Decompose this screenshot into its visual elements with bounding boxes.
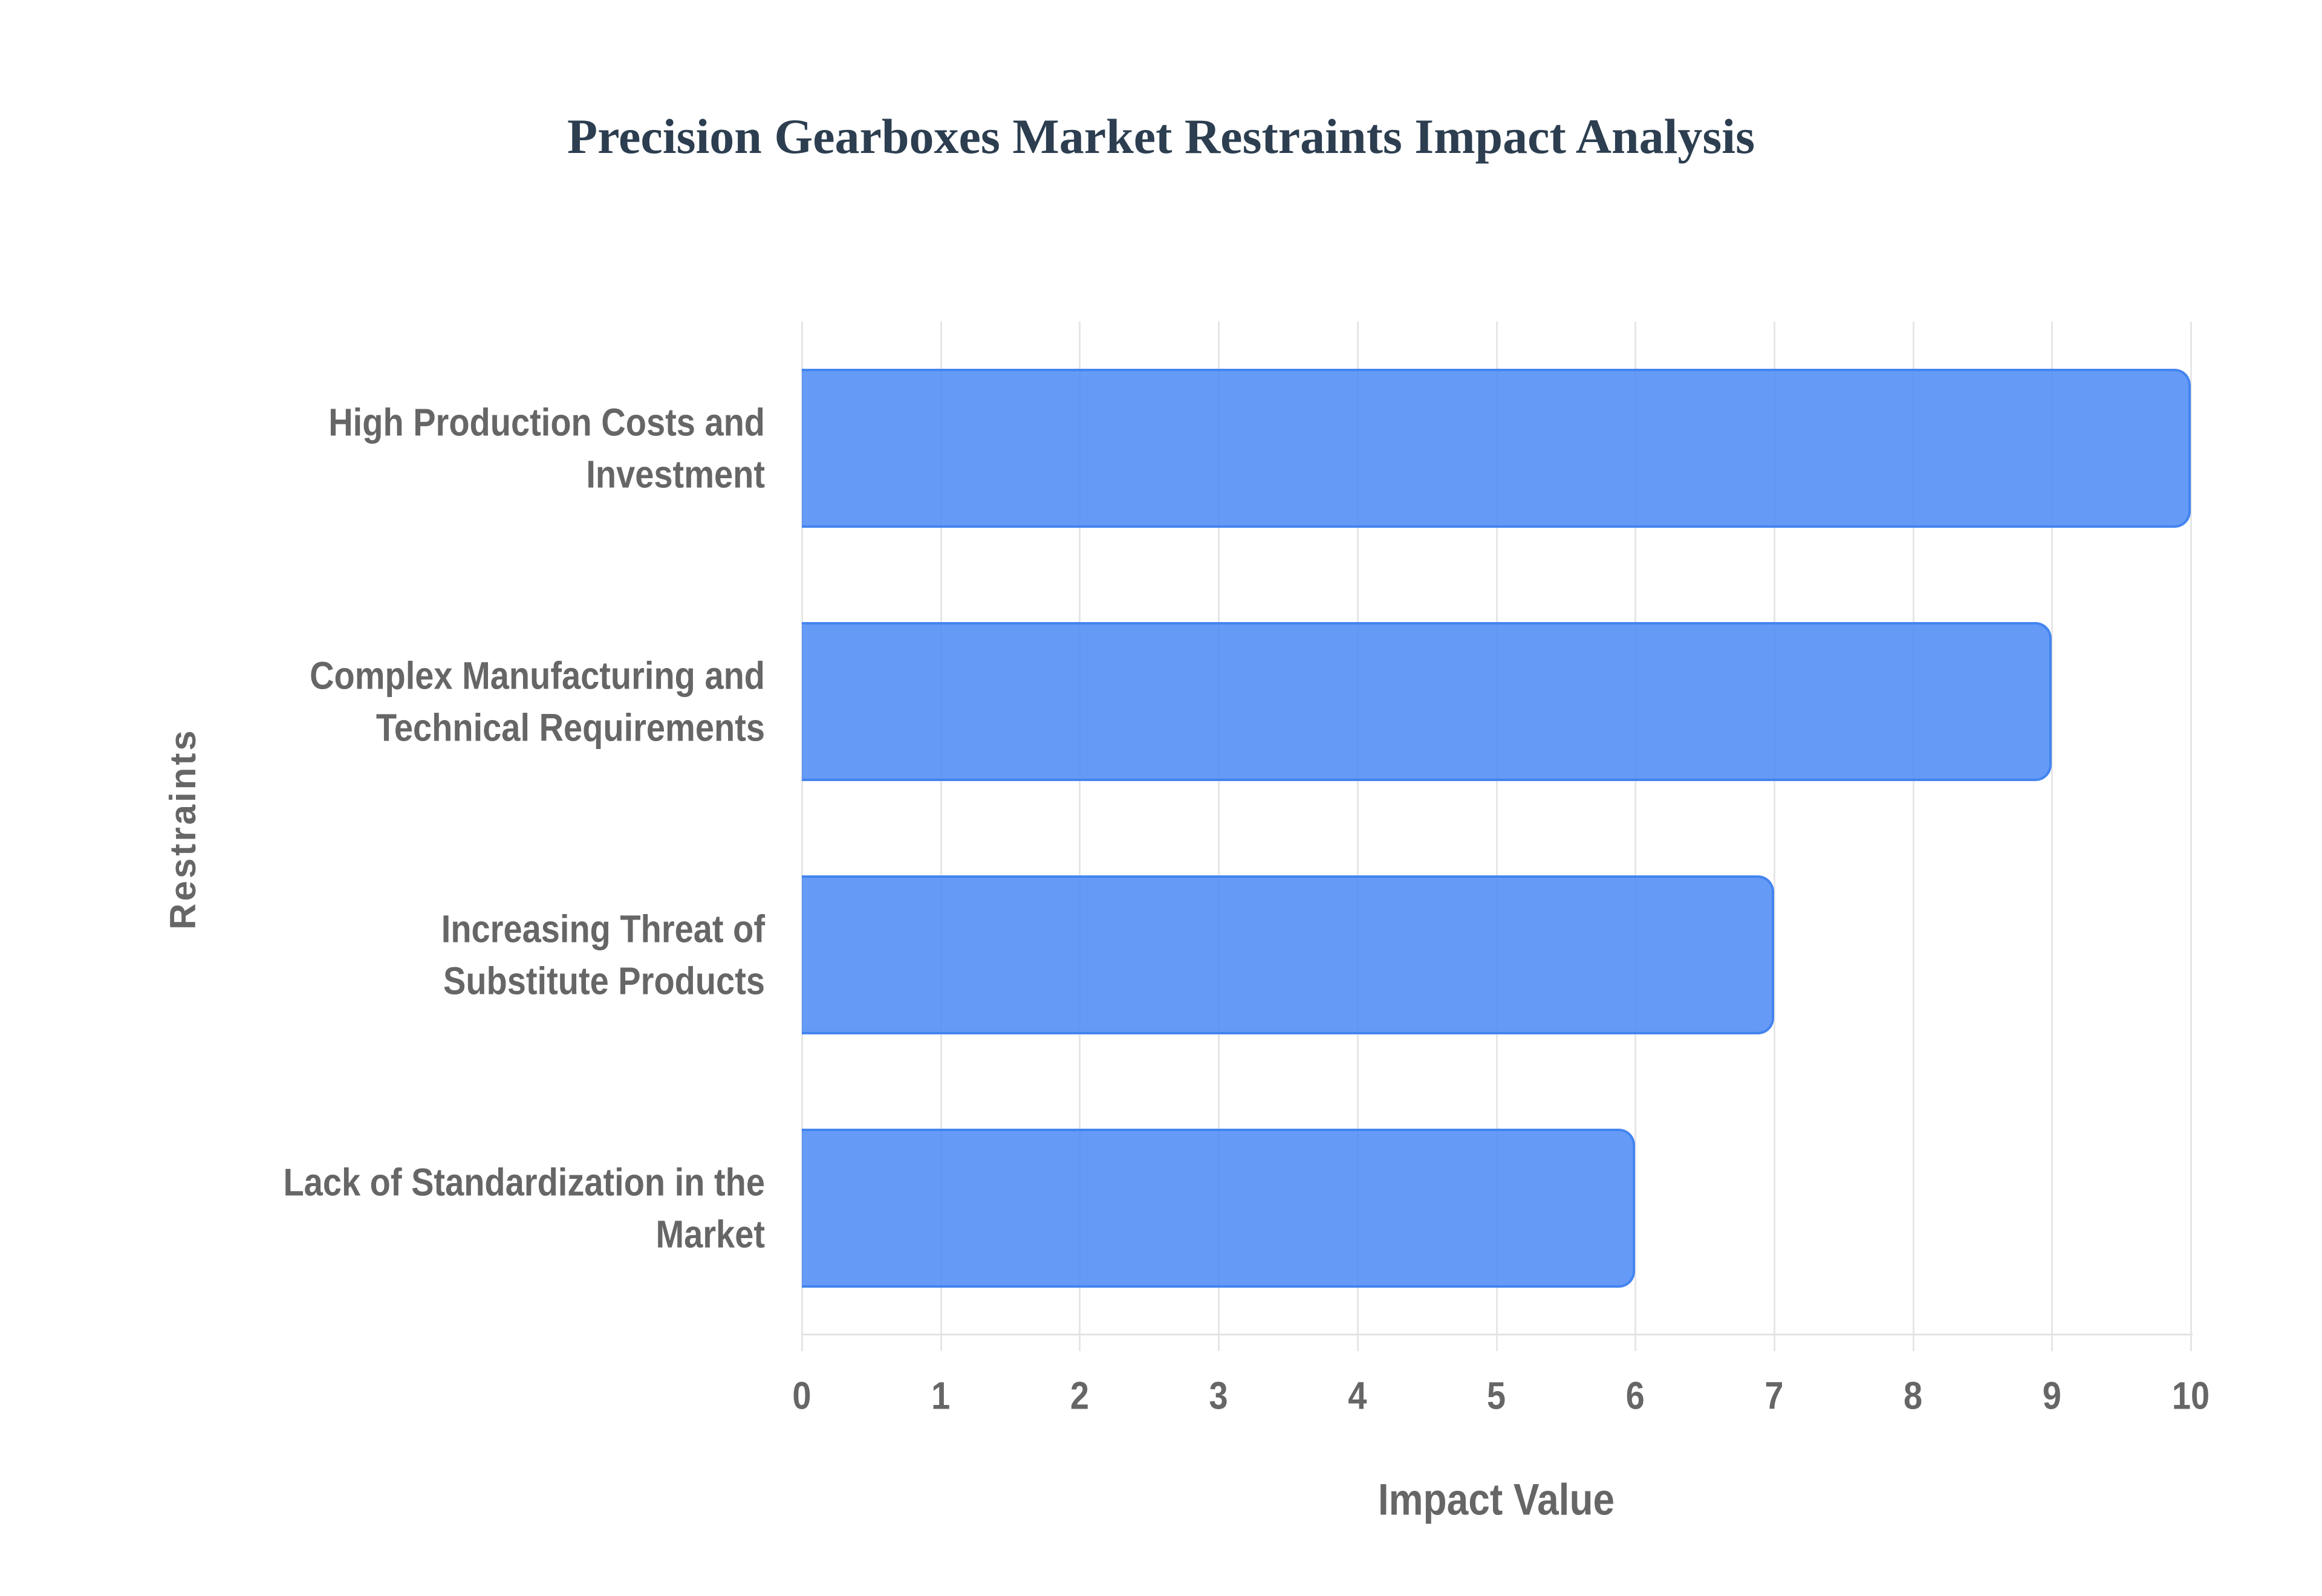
- gridline: [1773, 322, 1775, 1351]
- category-label: Increasing Threat of Substitute Products: [160, 903, 765, 1007]
- x-tick-label: 0: [792, 1374, 811, 1418]
- category-label-line: Complex Manufacturing and: [310, 653, 765, 698]
- gridline: [1218, 322, 1220, 1351]
- category-label: High Production Costs and Investment: [160, 396, 765, 501]
- x-tick-label: 7: [1764, 1374, 1784, 1418]
- category-label-line: Investment: [586, 452, 765, 496]
- x-tick-label: 1: [931, 1374, 951, 1418]
- x-tick-label: 8: [1904, 1374, 1923, 1418]
- category-label-line: High Production Costs and: [328, 400, 765, 444]
- x-tick-label: 2: [1070, 1374, 1089, 1418]
- category-label-line: Market: [655, 1212, 765, 1256]
- category-label: Complex Manufacturing and Technical Requ…: [160, 649, 765, 754]
- gridline: [801, 322, 803, 1351]
- bar-lack-of-standardization[interactable]: [802, 1129, 1636, 1288]
- x-tick-label: 5: [1486, 1374, 1506, 1418]
- gridline: [1912, 322, 1914, 1351]
- category-label-line: Increasing Threat of: [441, 906, 765, 951]
- bar-substitute-products[interactable]: [802, 875, 1774, 1034]
- gridline: [1356, 322, 1359, 1351]
- plot-area: [801, 322, 2193, 1351]
- x-tick-label: 4: [1348, 1374, 1367, 1418]
- x-tick-label: 9: [2042, 1374, 2061, 1418]
- gridline: [940, 322, 942, 1351]
- gridline: [2190, 322, 2192, 1351]
- x-tick-label: 6: [1625, 1374, 1645, 1418]
- category-label-line: Substitute Products: [443, 958, 765, 1003]
- gridline: [1495, 322, 1498, 1351]
- bar-high-production-costs[interactable]: [802, 369, 2191, 528]
- category-label-line: Technical Requirements: [376, 705, 765, 750]
- x-tick-label: 10: [2171, 1374, 2210, 1418]
- x-tick-label: 3: [1209, 1374, 1228, 1418]
- chart-title: Precision Gearboxes Market Restraints Im…: [567, 109, 1755, 164]
- x-axis-line: [802, 1334, 2193, 1335]
- gridline: [1079, 322, 1081, 1351]
- category-label: Lack of Standardization in the Market: [160, 1156, 765, 1260]
- gridline: [1634, 322, 1637, 1351]
- category-label-line: Lack of Standardization in the: [283, 1160, 765, 1204]
- gridline: [2051, 322, 2054, 1351]
- bar-complex-manufacturing[interactable]: [802, 622, 2052, 781]
- x-axis-title: Impact Value: [1377, 1474, 1615, 1525]
